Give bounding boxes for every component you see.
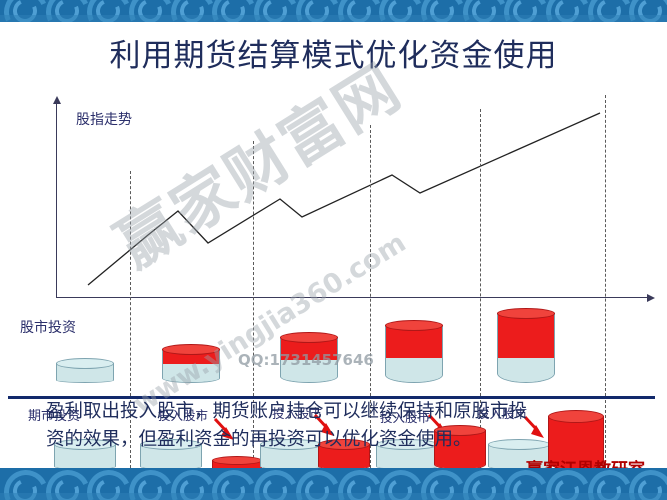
inject-arrow-2 bbox=[312, 413, 338, 439]
y-axis bbox=[52, 96, 61, 298]
stock-cylinder-2 bbox=[162, 344, 220, 383]
page-title: 利用期货结算模式优化资金使用 bbox=[109, 38, 558, 74]
separator-3 bbox=[370, 125, 371, 396]
inject-arrow-1 bbox=[212, 417, 238, 443]
separator-1 bbox=[130, 171, 131, 396]
stock-investment-label: 股市投资 bbox=[20, 320, 76, 336]
inject-label-3: 投入股市 bbox=[380, 410, 431, 425]
futures-cylinder-3-blue bbox=[260, 439, 322, 470]
futures-investment-label: 期市投资 bbox=[28, 409, 81, 424]
bottom-wave-border bbox=[0, 468, 667, 500]
separator-2 bbox=[253, 141, 254, 396]
section-divider-rule bbox=[8, 396, 655, 399]
separator-4 bbox=[480, 109, 481, 396]
stock-cylinder-3 bbox=[280, 332, 338, 383]
stock-cylinder-5 bbox=[497, 308, 555, 383]
inject-label-4: 投入股市 bbox=[477, 406, 528, 421]
top-wave-border bbox=[0, 0, 667, 22]
inject-label-2: 投入股市 bbox=[272, 406, 323, 421]
separator-5 bbox=[605, 95, 606, 396]
separator-2-lower bbox=[253, 400, 254, 478]
separator-3-lower bbox=[370, 400, 371, 478]
footer-line-2: 资的效果，但盈利资金的再投资可以优化资金使用。 bbox=[46, 429, 472, 450]
inject-arrow-4 bbox=[522, 415, 548, 441]
stock-cylinder-4 bbox=[385, 320, 443, 383]
futures-cylinder-3-red bbox=[318, 439, 370, 470]
futures-cylinder-5-blue bbox=[488, 439, 550, 470]
y-axis-label: 股指走势 bbox=[76, 112, 132, 128]
separator-5-lower bbox=[605, 400, 606, 478]
footer-paragraph: 盈利取出投入股市，期货账户持仓可以继续保持和原股市投 资的效果，但盈利资金的再投… bbox=[46, 398, 626, 454]
separator-1-lower bbox=[130, 400, 131, 478]
stock-cylinder-1 bbox=[56, 358, 114, 383]
x-axis bbox=[56, 293, 655, 302]
futures-cylinder-4-red bbox=[434, 425, 486, 470]
footer-line-1: 盈利取出投入股市，期货账户持仓可以继续保持和原股市投 bbox=[46, 401, 528, 422]
chart-area: 股指走势 股市投资 bbox=[0, 95, 667, 478]
futures-cylinder-5-red bbox=[548, 410, 604, 470]
inject-label-1: 投入股市 bbox=[158, 408, 209, 423]
